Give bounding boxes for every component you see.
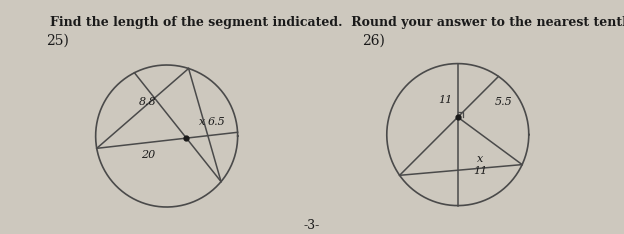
Text: 5.5: 5.5 [495,97,512,107]
Text: 20: 20 [142,150,156,160]
Text: 11: 11 [474,166,487,176]
Text: 25): 25) [46,34,69,48]
Text: 11: 11 [438,95,452,105]
Text: Find the length of the segment indicated.  Round your answer to the nearest tent: Find the length of the segment indicated… [50,16,624,29]
Text: x: x [477,154,484,164]
Text: 26): 26) [362,34,385,48]
Text: -3-: -3- [304,219,320,232]
Text: 8.8: 8.8 [139,97,157,107]
Text: x: x [199,117,205,127]
Text: 6.5: 6.5 [207,117,225,127]
